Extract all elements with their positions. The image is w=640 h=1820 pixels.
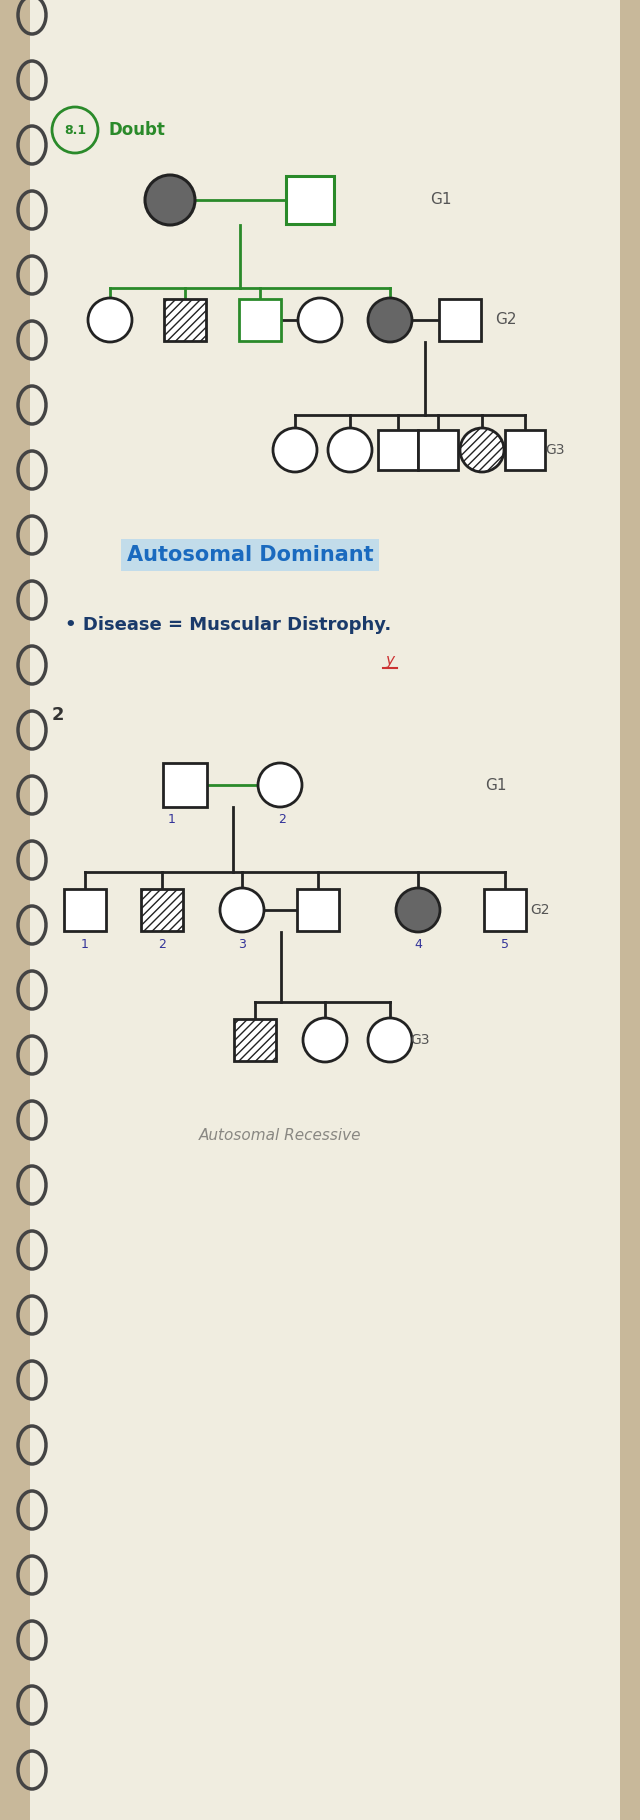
- Bar: [141, 888, 183, 932]
- Text: 2: 2: [52, 706, 65, 724]
- Circle shape: [298, 298, 342, 342]
- Bar: [297, 888, 339, 932]
- Circle shape: [145, 175, 195, 226]
- Text: y: y: [385, 653, 394, 668]
- Bar: [64, 888, 106, 932]
- Text: G1: G1: [430, 193, 451, 207]
- Circle shape: [396, 888, 440, 932]
- Circle shape: [460, 428, 504, 471]
- Text: 5: 5: [501, 937, 509, 952]
- Bar: [378, 430, 418, 470]
- Bar: [286, 177, 334, 224]
- Bar: [234, 1019, 276, 1061]
- Text: Autosomal Dominant: Autosomal Dominant: [127, 544, 373, 564]
- Circle shape: [220, 888, 264, 932]
- Circle shape: [328, 428, 372, 471]
- Circle shape: [368, 1017, 412, 1063]
- Text: Doubt: Doubt: [108, 120, 165, 138]
- Circle shape: [88, 298, 132, 342]
- Text: G3: G3: [410, 1034, 429, 1046]
- Bar: [439, 298, 481, 340]
- Circle shape: [303, 1017, 347, 1063]
- Text: 2: 2: [278, 814, 286, 826]
- Text: 2: 2: [158, 937, 166, 952]
- Text: 4: 4: [414, 937, 422, 952]
- Bar: [484, 888, 526, 932]
- Bar: [239, 298, 281, 340]
- Text: 1: 1: [81, 937, 89, 952]
- Text: G2: G2: [495, 313, 516, 328]
- Bar: [505, 430, 545, 470]
- FancyBboxPatch shape: [30, 0, 620, 1820]
- Text: Autosomal Recessive: Autosomal Recessive: [199, 1128, 361, 1143]
- Text: G1: G1: [485, 777, 506, 792]
- Text: • Disease = Muscular Distrophy.: • Disease = Muscular Distrophy.: [65, 615, 391, 633]
- Text: 8.1: 8.1: [64, 124, 86, 136]
- Circle shape: [273, 428, 317, 471]
- Bar: [418, 430, 458, 470]
- Text: G3: G3: [545, 442, 564, 457]
- Text: G2: G2: [530, 903, 550, 917]
- Text: 1: 1: [168, 814, 176, 826]
- Bar: [163, 763, 207, 806]
- Circle shape: [368, 298, 412, 342]
- Circle shape: [258, 763, 302, 806]
- Bar: [164, 298, 206, 340]
- Text: 3: 3: [238, 937, 246, 952]
